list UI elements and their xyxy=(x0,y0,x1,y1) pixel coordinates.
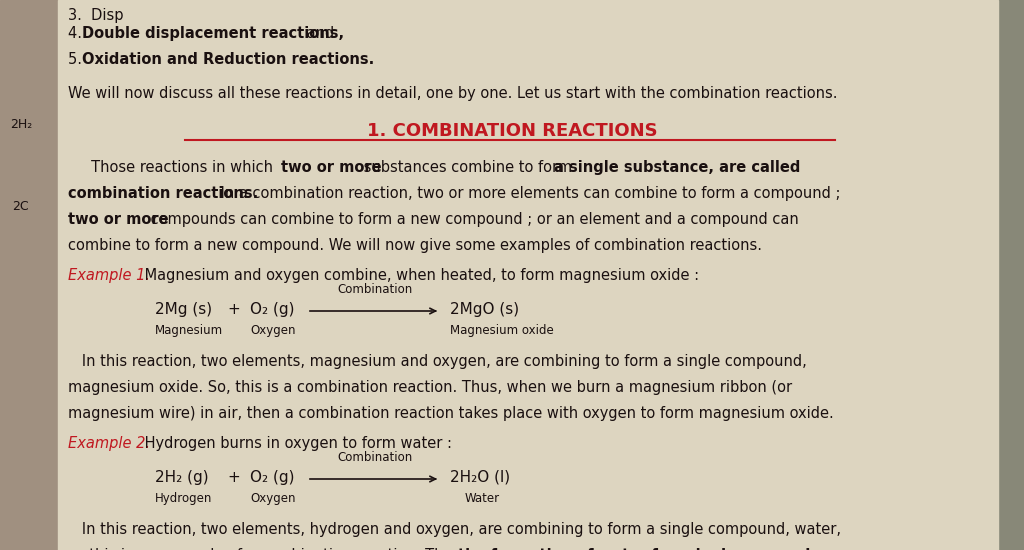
Text: compounds can combine to form a new compound ; or an element and a compound can: compounds can combine to form a new comp… xyxy=(146,212,799,227)
Text: Oxygen: Oxygen xyxy=(250,492,296,505)
Text: combination reactions.: combination reactions. xyxy=(68,186,258,201)
Text: substances combine to form: substances combine to form xyxy=(359,160,577,175)
Text: two or more: two or more xyxy=(68,212,169,227)
Bar xyxy=(0,0,58,550)
Text: 2MgO (s): 2MgO (s) xyxy=(450,302,519,317)
Text: combine to form a new compound. We will now give some examples of combination re: combine to form a new compound. We will … xyxy=(68,238,762,253)
Text: 2H₂O (l): 2H₂O (l) xyxy=(450,470,510,485)
Text: Example 2.: Example 2. xyxy=(68,436,150,451)
Text: 5.: 5. xyxy=(68,52,91,67)
Text: 3.  Disp: 3. Disp xyxy=(68,8,124,23)
Text: O₂ (g): O₂ (g) xyxy=(250,302,295,317)
Text: Hydrogen: Hydrogen xyxy=(155,492,212,505)
Text: Example 1.: Example 1. xyxy=(68,268,150,283)
Text: Water: Water xyxy=(465,492,500,505)
Text: 2H₂ (g): 2H₂ (g) xyxy=(155,470,209,485)
Text: 2C: 2C xyxy=(12,200,29,213)
Text: Magnesium: Magnesium xyxy=(155,324,223,337)
Text: Hydrogen burns in oxygen to form water :: Hydrogen burns in oxygen to form water : xyxy=(140,436,452,451)
Text: 1. COMBINATION REACTIONS: 1. COMBINATION REACTIONS xyxy=(367,122,657,140)
Text: Oxygen: Oxygen xyxy=(250,324,296,337)
Text: the formation of water from hydrogen and oxygen: the formation of water from hydrogen and… xyxy=(458,548,876,550)
Text: Those reactions in which: Those reactions in which xyxy=(68,160,278,175)
Text: and: and xyxy=(302,26,334,41)
Text: In this reaction, two elements, hydrogen and oxygen, are combining to form a sin: In this reaction, two elements, hydrogen… xyxy=(68,522,841,537)
Text: In a combination reaction, two or more elements can combine to form a compound ;: In a combination reaction, two or more e… xyxy=(216,186,841,201)
Text: so this is an example of a combination reaction. Thus,: so this is an example of a combination r… xyxy=(68,548,470,550)
Text: 2Mg (s): 2Mg (s) xyxy=(155,302,212,317)
Text: Combination: Combination xyxy=(337,283,413,296)
Text: Oxidation and Reduction reactions.: Oxidation and Reduction reactions. xyxy=(82,52,374,67)
Text: 4.: 4. xyxy=(68,26,91,41)
Text: two or more: two or more xyxy=(281,160,382,175)
Text: O₂ (g): O₂ (g) xyxy=(250,470,295,485)
Text: +: + xyxy=(227,470,240,485)
Text: In this reaction, two elements, magnesium and oxygen, are combining to form a si: In this reaction, two elements, magnesiu… xyxy=(68,354,807,369)
Text: Combination: Combination xyxy=(337,451,413,464)
Text: Magnesium and oxygen combine, when heated, to form magnesium oxide :: Magnesium and oxygen combine, when heate… xyxy=(140,268,699,283)
Text: a single substance, are called: a single substance, are called xyxy=(554,160,801,175)
Text: Magnesium oxide: Magnesium oxide xyxy=(450,324,554,337)
Text: Double displacement reactions,: Double displacement reactions, xyxy=(82,26,344,41)
Text: 2H₂: 2H₂ xyxy=(10,118,32,131)
Text: We will now discuss all these reactions in detail, one by one. Let us start with: We will now discuss all these reactions … xyxy=(68,86,838,101)
Text: magnesium wire) in air, then a combination reaction takes place with oxygen to f: magnesium wire) in air, then a combinati… xyxy=(68,406,834,421)
Text: +: + xyxy=(227,302,240,317)
Text: magnesium oxide. So, this is a combination reaction. Thus, when we burn a magnes: magnesium oxide. So, this is a combinati… xyxy=(68,380,793,395)
Bar xyxy=(998,0,1024,550)
